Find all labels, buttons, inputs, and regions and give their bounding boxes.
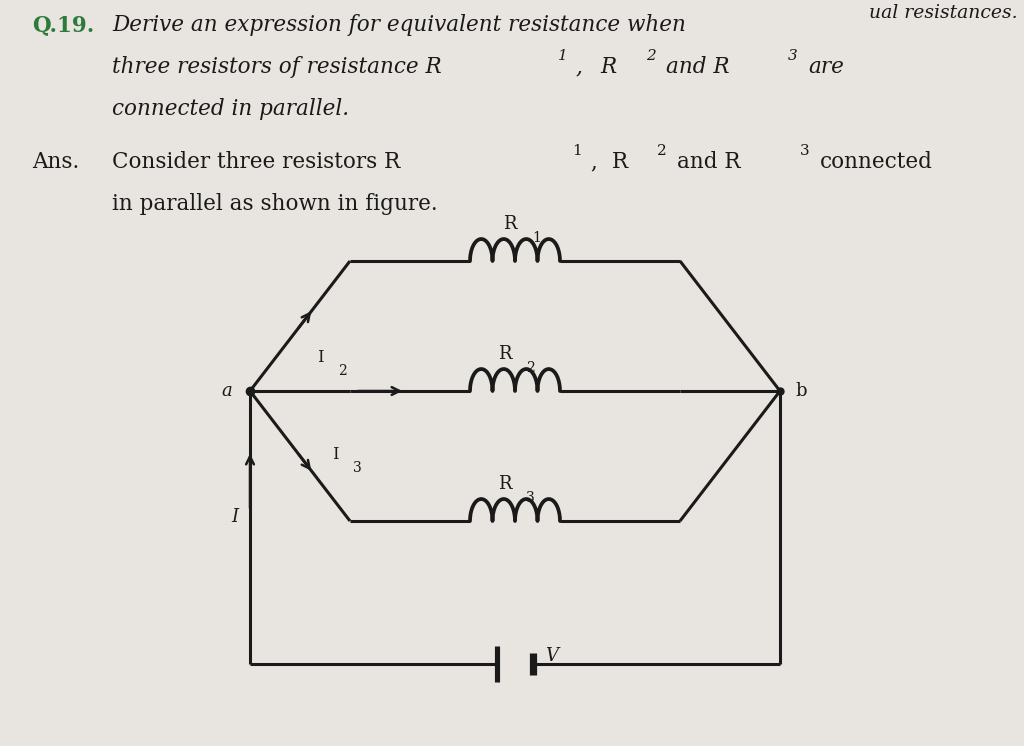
Text: Ans.: Ans.	[32, 151, 79, 173]
Text: Derive an expression for equivalent resistance when: Derive an expression for equivalent resi…	[112, 14, 686, 36]
Text: Q.19.: Q.19.	[32, 14, 94, 36]
Text: 2: 2	[646, 49, 655, 63]
Text: are: are	[808, 56, 844, 78]
Text: 3: 3	[788, 49, 798, 63]
Text: 1: 1	[532, 231, 542, 245]
Text: 3: 3	[800, 144, 810, 158]
Text: ual resistances.: ual resistances.	[869, 4, 1018, 22]
Text: connected in parallel.: connected in parallel.	[112, 98, 349, 120]
Text: in parallel as shown in figure.: in parallel as shown in figure.	[112, 193, 437, 215]
Text: 2: 2	[657, 144, 667, 158]
Text: 3: 3	[525, 491, 535, 505]
Text: 2: 2	[525, 361, 535, 375]
Text: R: R	[503, 215, 517, 233]
Text: ,: ,	[590, 151, 597, 173]
Text: 3: 3	[352, 461, 361, 475]
Text: three resistors of resistance R: three resistors of resistance R	[112, 56, 441, 78]
Text: 1: 1	[558, 49, 567, 63]
Text: I: I	[316, 349, 324, 366]
Text: connected: connected	[820, 151, 933, 173]
Text: a: a	[221, 382, 232, 400]
Text: I: I	[230, 509, 238, 527]
Text: b: b	[795, 382, 807, 400]
Text: 2: 2	[338, 364, 346, 378]
Text: and R: and R	[666, 56, 730, 78]
Text: ,: ,	[575, 56, 583, 78]
Text: V: V	[545, 647, 558, 665]
Text: I: I	[332, 446, 338, 463]
Text: R: R	[499, 475, 512, 493]
Text: R: R	[600, 56, 616, 78]
Text: R: R	[612, 151, 628, 173]
Text: Consider three resistors R: Consider three resistors R	[112, 151, 400, 173]
Text: R: R	[499, 345, 512, 363]
Text: and R: and R	[677, 151, 740, 173]
Text: 1: 1	[572, 144, 582, 158]
